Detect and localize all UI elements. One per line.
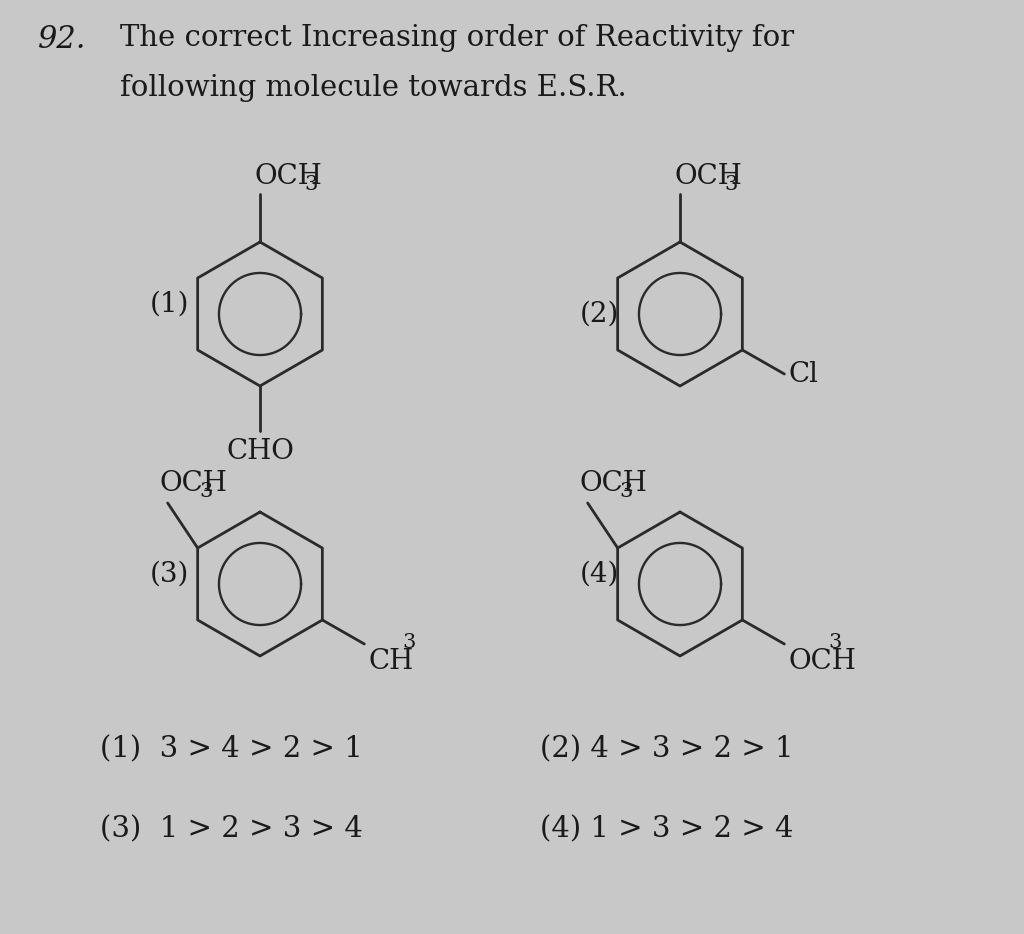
Text: (2): (2) — [580, 301, 620, 328]
Text: OCH: OCH — [255, 163, 323, 190]
Text: 92.: 92. — [38, 24, 86, 55]
Text: OCH: OCH — [580, 470, 647, 497]
Text: (2) 4 > 3 > 2 > 1: (2) 4 > 3 > 2 > 1 — [540, 735, 794, 763]
Text: (4) 1 > 3 > 2 > 4: (4) 1 > 3 > 2 > 4 — [540, 815, 794, 843]
Text: 3: 3 — [724, 175, 737, 194]
Text: CH: CH — [369, 648, 414, 675]
Text: following molecule towards E.S.R.: following molecule towards E.S.R. — [120, 74, 627, 102]
Text: 3: 3 — [304, 175, 317, 194]
Text: 3: 3 — [828, 633, 842, 652]
Text: (4): (4) — [580, 560, 620, 587]
Text: (3): (3) — [150, 560, 189, 587]
Text: The correct Increasing order of Reactivity for: The correct Increasing order of Reactivi… — [120, 24, 795, 52]
Text: CHO: CHO — [226, 438, 294, 465]
Text: OCH: OCH — [788, 648, 856, 675]
Text: (3)  1 > 2 > 3 > 4: (3) 1 > 2 > 3 > 4 — [100, 815, 362, 843]
Text: (1): (1) — [150, 290, 189, 318]
Text: Cl: Cl — [788, 361, 818, 388]
Text: OCH: OCH — [160, 470, 227, 497]
Text: 3: 3 — [620, 482, 633, 501]
Text: 3: 3 — [402, 633, 416, 652]
Text: (1)  3 > 4 > 2 > 1: (1) 3 > 4 > 2 > 1 — [100, 735, 362, 763]
Text: 3: 3 — [200, 482, 213, 501]
Text: OCH: OCH — [675, 163, 742, 190]
